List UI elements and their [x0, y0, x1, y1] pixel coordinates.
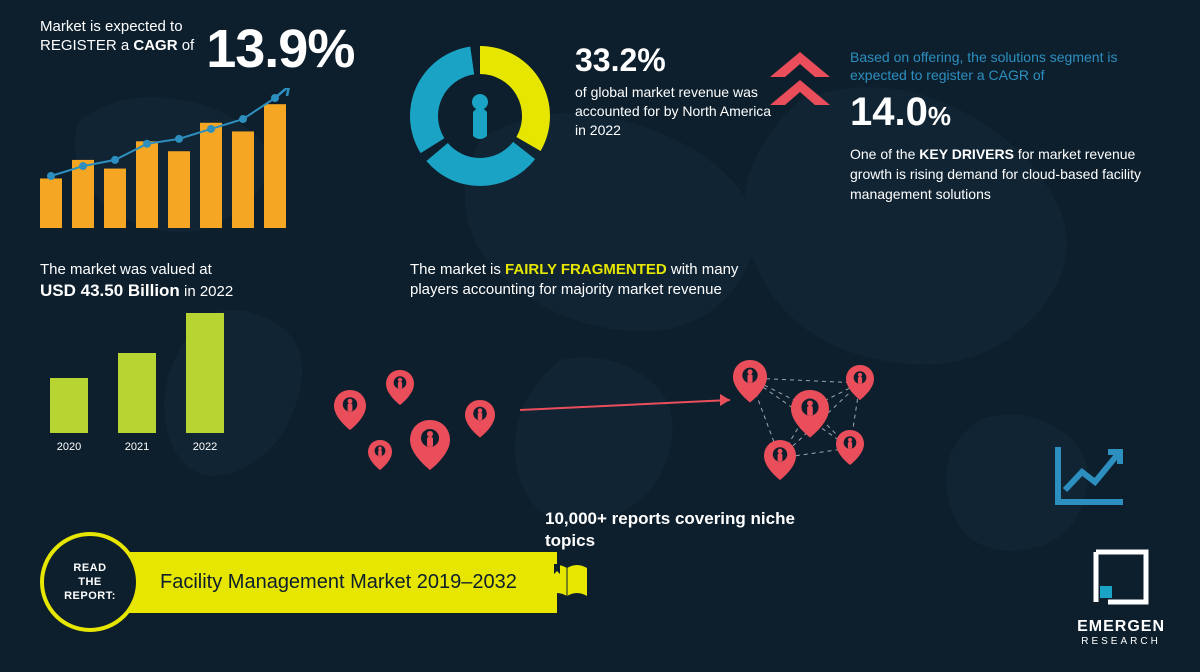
usd-bar-label: 2021	[112, 441, 162, 453]
reports-count-text: 10,000+ reports covering niche topics	[545, 508, 805, 552]
usd-block: The market was valued atUSD 43.50 Billio…	[40, 260, 270, 453]
report-title: Facility Management Market 2019–2032	[100, 552, 557, 613]
solutions-block: Based on offering, the solutions segment…	[850, 48, 1150, 204]
report-banner[interactable]: READTHEREPORT: Facility Management Marke…	[40, 532, 557, 632]
donut-chart	[400, 36, 560, 196]
market-pins-diagram	[320, 330, 920, 480]
solutions-driver: One of the KEY DRIVERS for market revenu…	[850, 145, 1150, 204]
usd-bar	[118, 353, 156, 433]
chevron-up-icon	[770, 52, 830, 132]
cagr-bar-chart	[40, 88, 310, 228]
solutions-intro: Based on offering, the solutions segment…	[850, 48, 1150, 84]
usd-bar-label: 2022	[180, 441, 230, 453]
cagr-value: 13.9%	[206, 18, 354, 80]
usd-text: The market was valued atUSD 43.50 Billio…	[40, 260, 270, 303]
donut-body: of global market revenue was accounted f…	[575, 83, 775, 140]
donut-text: 33.2% of global market revenue was accou…	[575, 42, 775, 140]
logo-text: EMERGENRESEARCH	[1077, 618, 1165, 647]
growth-chart-icon	[1050, 442, 1130, 512]
solutions-pct: 14.0%	[850, 90, 1150, 135]
usd-bar-label: 2020	[44, 441, 94, 453]
fragmented-text: The market is FAIRLY FRAGMENTED with man…	[410, 260, 760, 301]
book-icon	[545, 562, 589, 602]
cagr-block: Market is expected toREGISTER a CAGR of …	[40, 18, 354, 80]
usd-bar	[50, 378, 88, 433]
cagr-intro: Market is expected toREGISTER a CAGR of	[40, 18, 194, 56]
usd-bar	[186, 313, 224, 433]
emergen-logo: EMERGENRESEARCH	[1077, 542, 1165, 647]
donut-pct: 33.2%	[575, 42, 775, 79]
usd-bar-chart: 2020 2021 2022	[40, 323, 270, 453]
report-circle-label: READTHEREPORT:	[40, 532, 140, 632]
reports-count: 10,000+ reports covering niche topics	[545, 508, 805, 607]
